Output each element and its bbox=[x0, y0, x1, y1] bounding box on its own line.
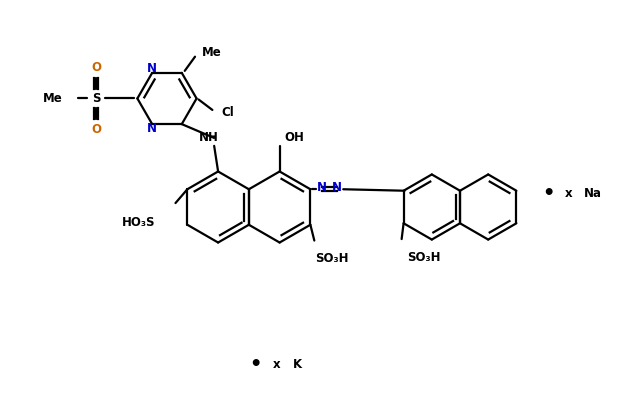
Text: S: S bbox=[92, 92, 100, 105]
Text: O: O bbox=[91, 61, 101, 74]
Text: NH: NH bbox=[199, 132, 219, 144]
Text: N: N bbox=[317, 181, 327, 194]
Text: N: N bbox=[332, 181, 342, 194]
Text: x: x bbox=[564, 187, 572, 200]
Text: Cl: Cl bbox=[221, 106, 234, 120]
Text: O: O bbox=[91, 122, 101, 136]
Text: •: • bbox=[249, 355, 262, 374]
Text: N: N bbox=[147, 62, 157, 76]
Text: Me: Me bbox=[42, 92, 62, 105]
Text: •: • bbox=[542, 184, 555, 203]
Text: N: N bbox=[147, 122, 157, 134]
Text: Na: Na bbox=[584, 187, 602, 200]
Text: K: K bbox=[293, 359, 302, 371]
Text: x: x bbox=[272, 359, 280, 371]
Text: SO₃H: SO₃H bbox=[316, 252, 349, 265]
Text: HO₃S: HO₃S bbox=[122, 216, 156, 229]
Text: Me: Me bbox=[202, 46, 222, 59]
Text: SO₃H: SO₃H bbox=[408, 251, 441, 264]
Text: OH: OH bbox=[284, 132, 304, 144]
